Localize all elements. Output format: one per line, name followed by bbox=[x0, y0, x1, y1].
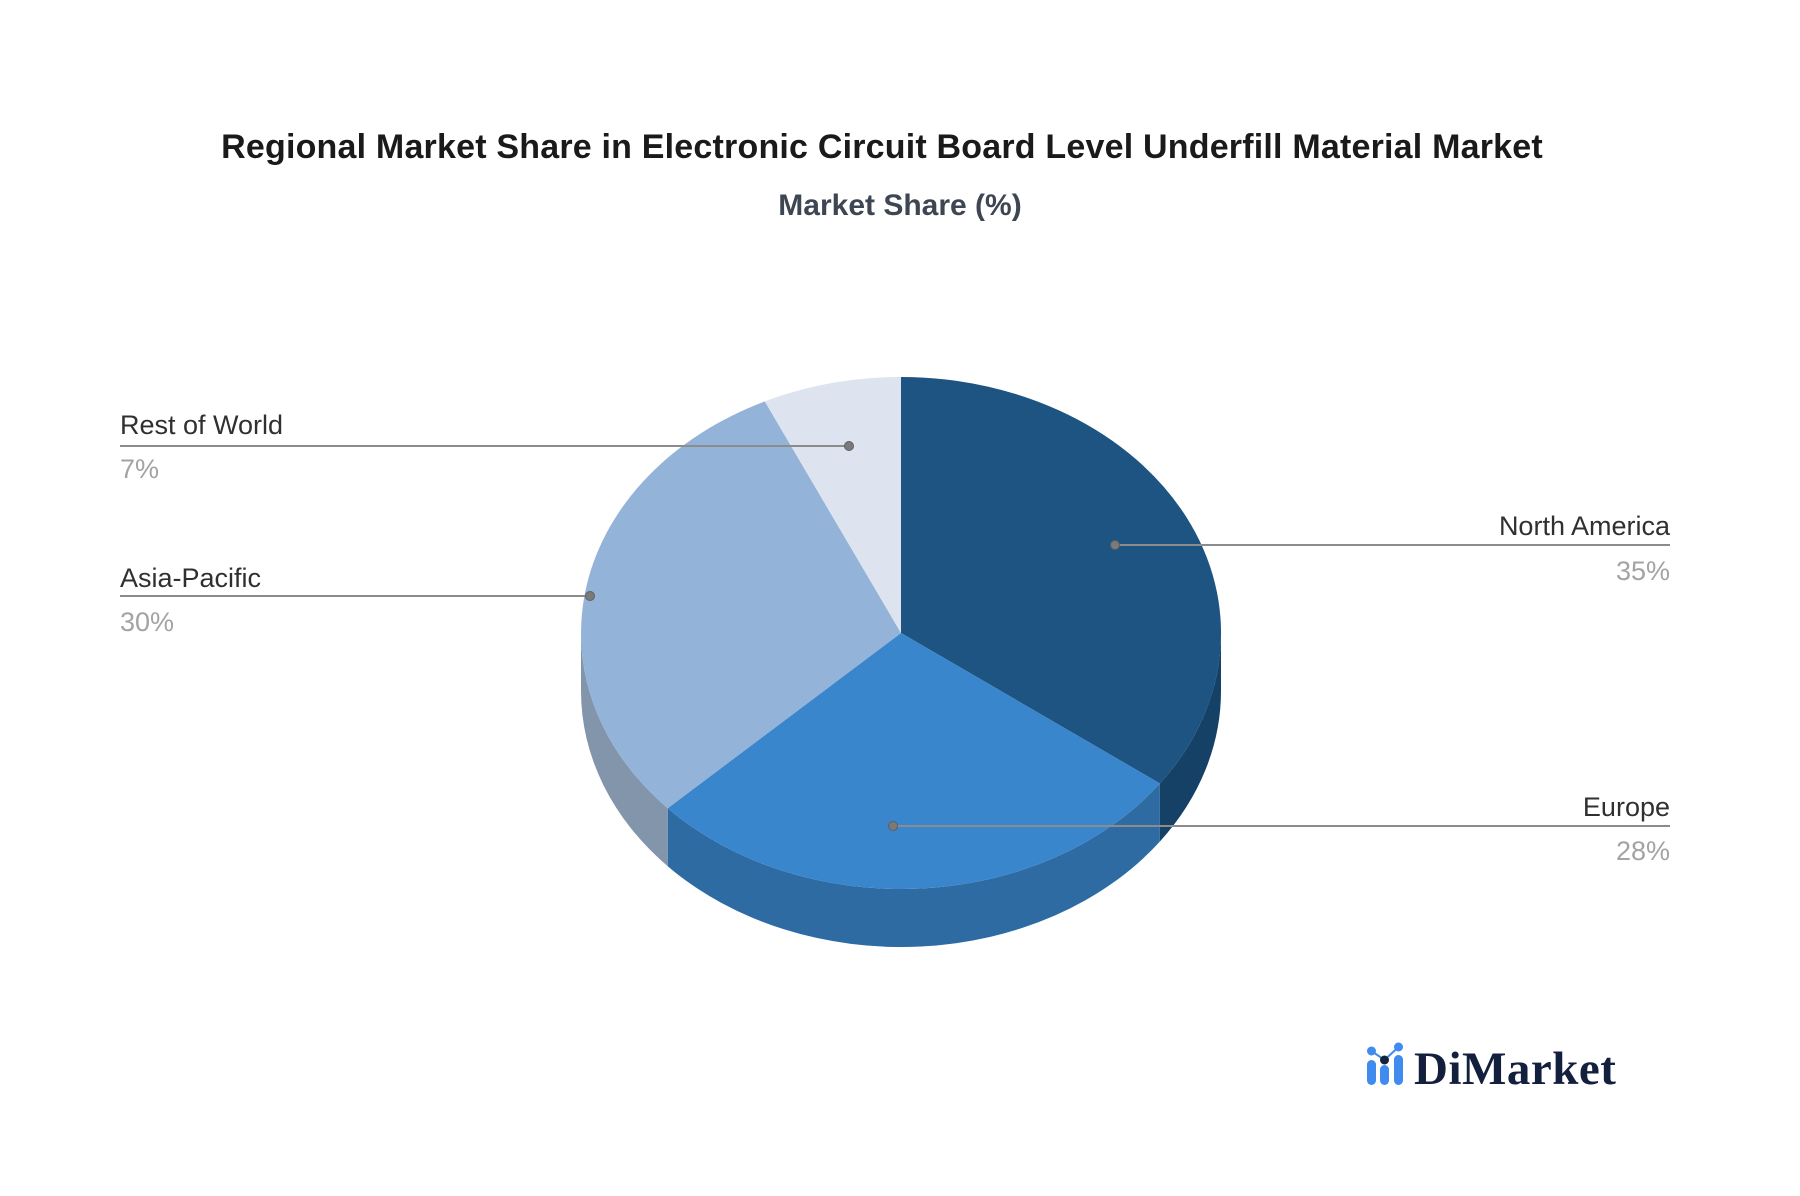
connector-dot-rest-of-world bbox=[844, 441, 854, 451]
slice-value-north-america: 35% bbox=[1615, 556, 1670, 586]
slice-value-asia-pacific: 30% bbox=[120, 607, 175, 637]
connector-dot-asia-pacific bbox=[585, 591, 595, 601]
slice-label-rest-of-world: Rest of World bbox=[120, 410, 284, 440]
connector-dot-europe bbox=[888, 821, 898, 831]
connector-line-north-america bbox=[1115, 544, 1670, 546]
pie-slice-side-asia-pacific[interactable] bbox=[581, 633, 668, 867]
slice-label-asia-pacific: Asia-Pacific bbox=[120, 563, 262, 593]
pie-slice-north-america[interactable] bbox=[901, 377, 1222, 784]
bar-chart-icon bbox=[1367, 1042, 1403, 1085]
connector-dot-north-america bbox=[1110, 540, 1120, 550]
brand-name: DiMarket bbox=[1414, 1043, 1617, 1095]
pie-slice-side-north-america[interactable] bbox=[1159, 633, 1221, 842]
pie-slice-side-europe[interactable] bbox=[667, 783, 1160, 948]
connector-line-asia-pacific bbox=[120, 595, 590, 597]
chart-title: Regional Market Share in Electronic Circ… bbox=[221, 128, 1543, 166]
slice-label-europe: Europe bbox=[1582, 792, 1670, 822]
chart-subtitle: Market Share (%) bbox=[778, 189, 1022, 222]
pie-slice-asia-pacific[interactable] bbox=[581, 401, 901, 809]
connector-line-europe bbox=[893, 825, 1670, 827]
slice-value-europe: 28% bbox=[1615, 836, 1670, 866]
slice-label-north-america: North America bbox=[1498, 511, 1670, 541]
connector-line-rest-of-world bbox=[120, 445, 849, 447]
pie-slice-rest-of-world[interactable] bbox=[764, 377, 901, 633]
slice-value-rest-of-world: 7% bbox=[120, 454, 160, 484]
